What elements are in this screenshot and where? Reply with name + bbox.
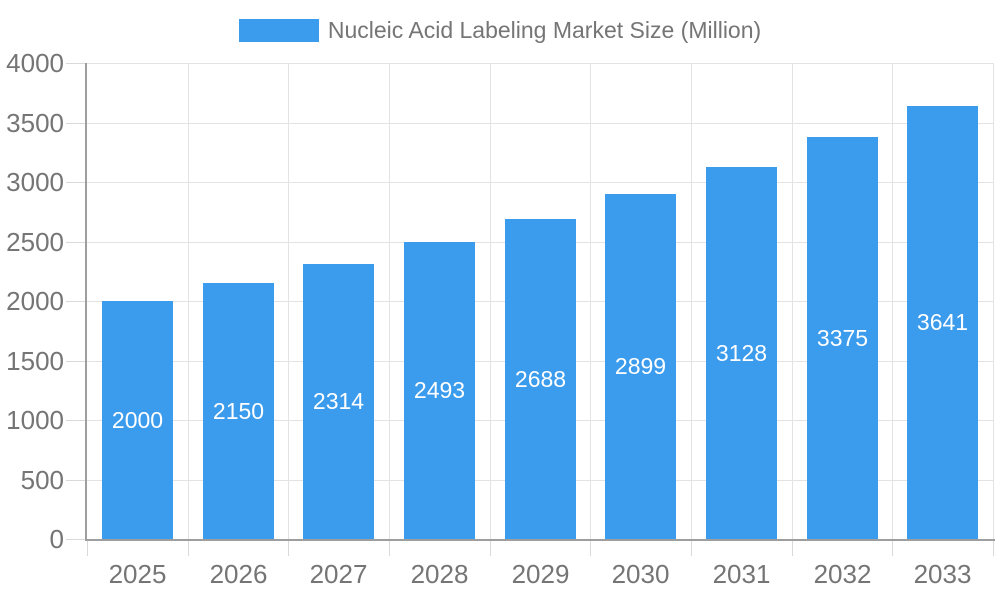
x-gridline xyxy=(993,63,994,539)
x-tick xyxy=(993,541,994,556)
x-gridline xyxy=(691,63,692,539)
bar[interactable]: 2314 xyxy=(303,264,374,539)
x-tick xyxy=(892,541,893,556)
bar-value-label: 3128 xyxy=(715,339,768,366)
x-gridline xyxy=(288,63,289,539)
y-tick xyxy=(66,539,85,540)
y-gridline xyxy=(87,123,993,124)
x-tick xyxy=(590,541,591,556)
bar-value-label: 3641 xyxy=(916,309,969,335)
x-axis-line xyxy=(85,539,995,541)
x-tick xyxy=(490,541,491,556)
bar[interactable]: 2493 xyxy=(404,242,475,539)
x-tick xyxy=(288,541,289,556)
bar-value-label: 2899 xyxy=(614,353,667,379)
y-tick xyxy=(66,361,85,362)
bar[interactable]: 2688 xyxy=(505,219,576,539)
y-axis-label: 2000 xyxy=(6,286,64,316)
x-axis-label: 2030 xyxy=(611,559,670,589)
bar[interactable]: 2899 xyxy=(605,194,676,539)
y-tick xyxy=(66,301,85,302)
x-axis-label: 2027 xyxy=(309,559,368,589)
x-axis-label: 2028 xyxy=(410,559,469,589)
y-gridline xyxy=(87,63,993,64)
x-axis-label: 2032 xyxy=(813,559,872,589)
x-gridline xyxy=(792,63,793,539)
bar[interactable]: 3641 xyxy=(907,106,978,539)
bar-value-label: 2000 xyxy=(111,406,164,433)
x-tick xyxy=(188,541,189,556)
x-axis-label: 2029 xyxy=(511,559,570,589)
y-tick xyxy=(66,63,85,64)
x-gridline xyxy=(389,63,390,539)
bar-value-label: 2150 xyxy=(212,397,265,424)
y-axis-line xyxy=(85,63,87,541)
bar-value-label: 2688 xyxy=(514,365,567,392)
x-gridline xyxy=(490,63,491,539)
x-gridline xyxy=(590,63,591,539)
y-axis-label: 1000 xyxy=(6,405,64,435)
y-axis-label: 1500 xyxy=(6,346,64,376)
x-gridline xyxy=(188,63,189,539)
y-axis-label: 2500 xyxy=(6,227,64,257)
legend-label: Nucleic Acid Labeling Market Size (Milli… xyxy=(327,17,762,43)
x-tick xyxy=(691,541,692,556)
y-tick xyxy=(66,242,85,243)
x-axis-label: 2033 xyxy=(913,559,972,589)
bar[interactable]: 3375 xyxy=(807,137,878,539)
y-axis-label: 3500 xyxy=(6,108,64,138)
bar-value-label: 2314 xyxy=(312,388,365,414)
x-gridline xyxy=(892,63,893,539)
y-tick xyxy=(66,480,85,481)
legend-item[interactable]: Nucleic Acid Labeling Market Size (Milli… xyxy=(0,16,1000,44)
bar[interactable]: 2150 xyxy=(203,283,274,539)
x-axis-label: 2025 xyxy=(108,559,167,589)
x-axis-label: 2031 xyxy=(712,559,771,589)
y-axis-label: 4000 xyxy=(6,48,64,78)
y-gridline xyxy=(87,182,993,183)
bar[interactable]: 3128 xyxy=(706,167,777,539)
bar[interactable]: 2000 xyxy=(102,301,173,539)
x-tick xyxy=(792,541,793,556)
y-tick xyxy=(66,420,85,421)
bar-value-label: 2493 xyxy=(413,377,466,403)
y-axis-label: 3000 xyxy=(6,167,64,197)
x-tick xyxy=(389,541,390,556)
legend-swatch xyxy=(238,18,319,42)
y-tick xyxy=(66,123,85,124)
bar-value-label: 3375 xyxy=(816,324,869,351)
y-axis-label: 500 xyxy=(20,465,64,495)
y-tick xyxy=(66,182,85,183)
x-axis-label: 2026 xyxy=(209,559,268,589)
y-axis-label: 0 xyxy=(49,524,64,554)
x-tick xyxy=(87,541,88,556)
